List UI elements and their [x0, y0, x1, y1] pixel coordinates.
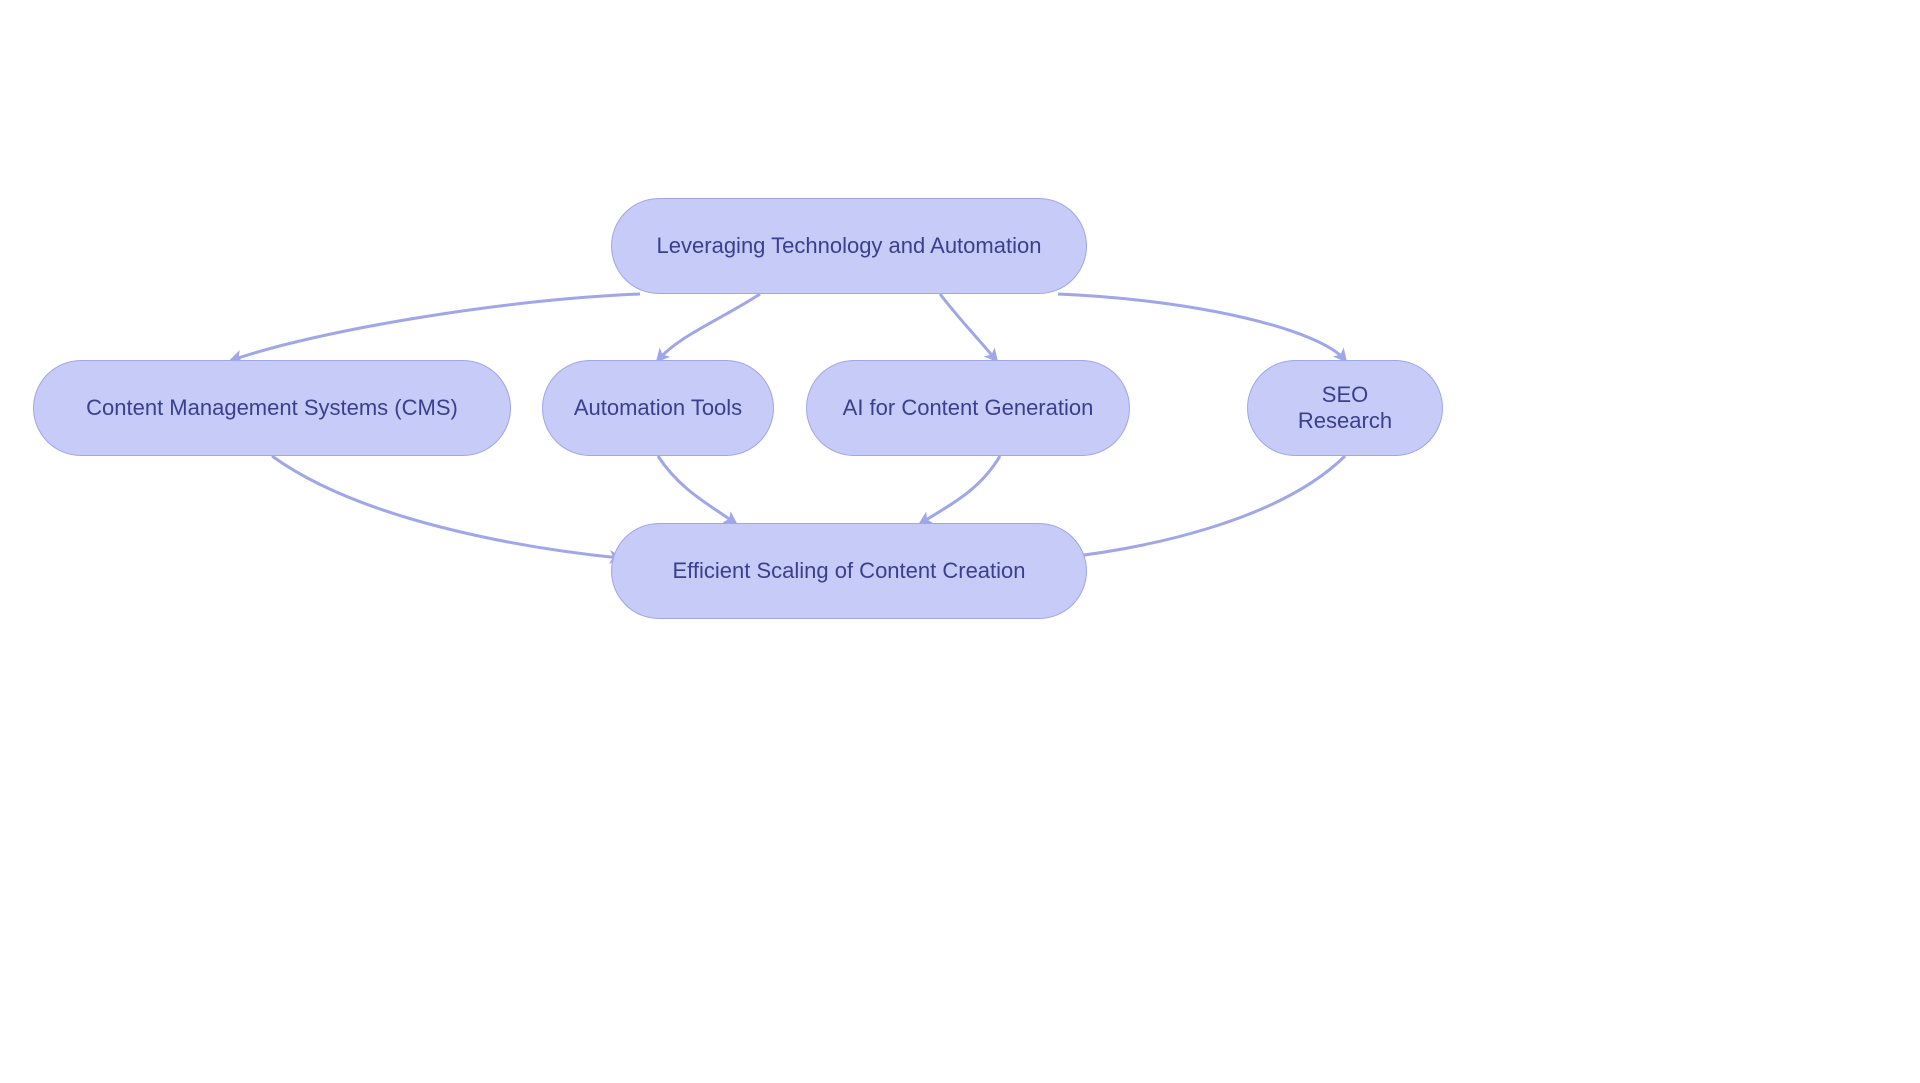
node-label: Content Management Systems (CMS) — [86, 395, 458, 421]
edge-ai-to-bottom — [921, 456, 1000, 523]
node-label: AI for Content Generation — [843, 395, 1094, 421]
edge-auto-to-bottom — [658, 456, 735, 523]
node-label: SEO Research — [1276, 382, 1414, 434]
node-top: Leveraging Technology and Automation — [611, 198, 1087, 294]
edge-top-to-auto — [658, 294, 760, 360]
edge-top-to-seo — [1058, 294, 1345, 360]
node-auto: Automation Tools — [542, 360, 774, 456]
node-cms: Content Management Systems (CMS) — [33, 360, 511, 456]
node-bottom: Efficient Scaling of Content Creation — [611, 523, 1087, 619]
edge-top-to-cms — [232, 294, 640, 360]
edge-top-to-ai — [940, 294, 996, 360]
node-label: Leveraging Technology and Automation — [657, 233, 1042, 259]
edge-cms-to-bottom — [272, 456, 620, 558]
node-ai: AI for Content Generation — [806, 360, 1130, 456]
node-seo: SEO Research — [1247, 360, 1443, 456]
diagram-canvas: Leveraging Technology and Automation Cont… — [0, 0, 1920, 1083]
node-label: Efficient Scaling of Content Creation — [672, 558, 1025, 584]
edge-seo-to-bottom — [1060, 456, 1345, 558]
node-label: Automation Tools — [574, 395, 742, 421]
